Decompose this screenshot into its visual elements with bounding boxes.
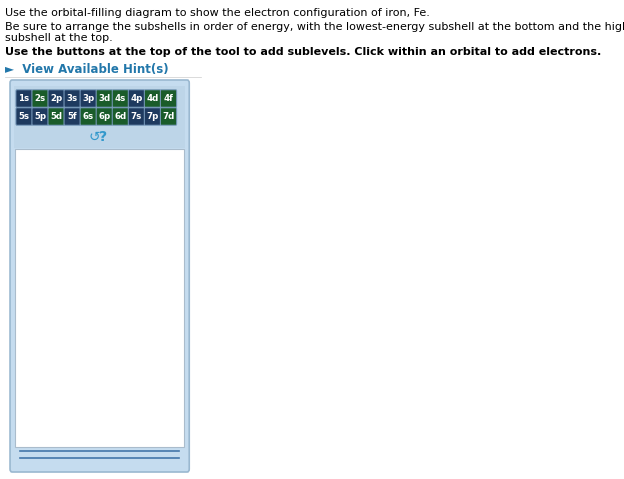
FancyBboxPatch shape (32, 90, 48, 107)
Text: 4d: 4d (147, 94, 158, 103)
Text: 5f: 5f (67, 112, 77, 121)
Text: 3p: 3p (82, 94, 94, 103)
FancyBboxPatch shape (96, 108, 112, 125)
FancyBboxPatch shape (112, 108, 129, 125)
FancyBboxPatch shape (144, 90, 160, 107)
FancyBboxPatch shape (48, 90, 64, 107)
FancyBboxPatch shape (16, 108, 32, 125)
Text: 3d: 3d (98, 94, 110, 103)
Text: 6d: 6d (114, 112, 127, 121)
Text: ?: ? (99, 130, 107, 144)
Text: 2p: 2p (50, 94, 62, 103)
FancyBboxPatch shape (112, 90, 129, 107)
Bar (14, 86, 185, 148)
FancyBboxPatch shape (80, 90, 97, 107)
Text: 4f: 4f (163, 94, 173, 103)
Text: Be sure to arrange the subshells in order of energy, with the lowest-energy subs: Be sure to arrange the subshells in orde… (6, 22, 624, 32)
Text: 4p: 4p (130, 94, 143, 103)
Text: 5p: 5p (34, 112, 46, 121)
Text: Use the orbital-filling diagram to show the electron configuration of iron, Fe.: Use the orbital-filling diagram to show … (6, 8, 430, 18)
FancyBboxPatch shape (48, 108, 64, 125)
Text: 4s: 4s (115, 94, 126, 103)
FancyBboxPatch shape (80, 108, 97, 125)
Bar (16, 149, 184, 447)
FancyBboxPatch shape (160, 90, 177, 107)
FancyBboxPatch shape (64, 90, 80, 107)
Text: subshell at the top.: subshell at the top. (6, 33, 113, 43)
Text: Use the buttons at the top of the tool to add sublevels. Click within an orbital: Use the buttons at the top of the tool t… (6, 47, 602, 57)
Text: 1s: 1s (19, 94, 29, 103)
Text: 3s: 3s (67, 94, 78, 103)
FancyBboxPatch shape (129, 90, 145, 107)
FancyBboxPatch shape (16, 90, 32, 107)
Text: 5d: 5d (50, 112, 62, 121)
Text: 7p: 7p (146, 112, 158, 121)
FancyBboxPatch shape (160, 108, 177, 125)
FancyBboxPatch shape (32, 108, 48, 125)
FancyBboxPatch shape (96, 90, 112, 107)
Text: 7d: 7d (162, 112, 175, 121)
FancyBboxPatch shape (64, 108, 80, 125)
Text: 6s: 6s (83, 112, 94, 121)
FancyBboxPatch shape (144, 108, 160, 125)
FancyBboxPatch shape (10, 80, 189, 472)
Text: 5s: 5s (19, 112, 29, 121)
Text: 7s: 7s (131, 112, 142, 121)
Text: ↺: ↺ (89, 130, 100, 144)
Text: ►  View Available Hint(s): ► View Available Hint(s) (6, 63, 169, 76)
FancyBboxPatch shape (129, 108, 145, 125)
Text: 2s: 2s (34, 94, 46, 103)
Text: 6p: 6p (98, 112, 110, 121)
